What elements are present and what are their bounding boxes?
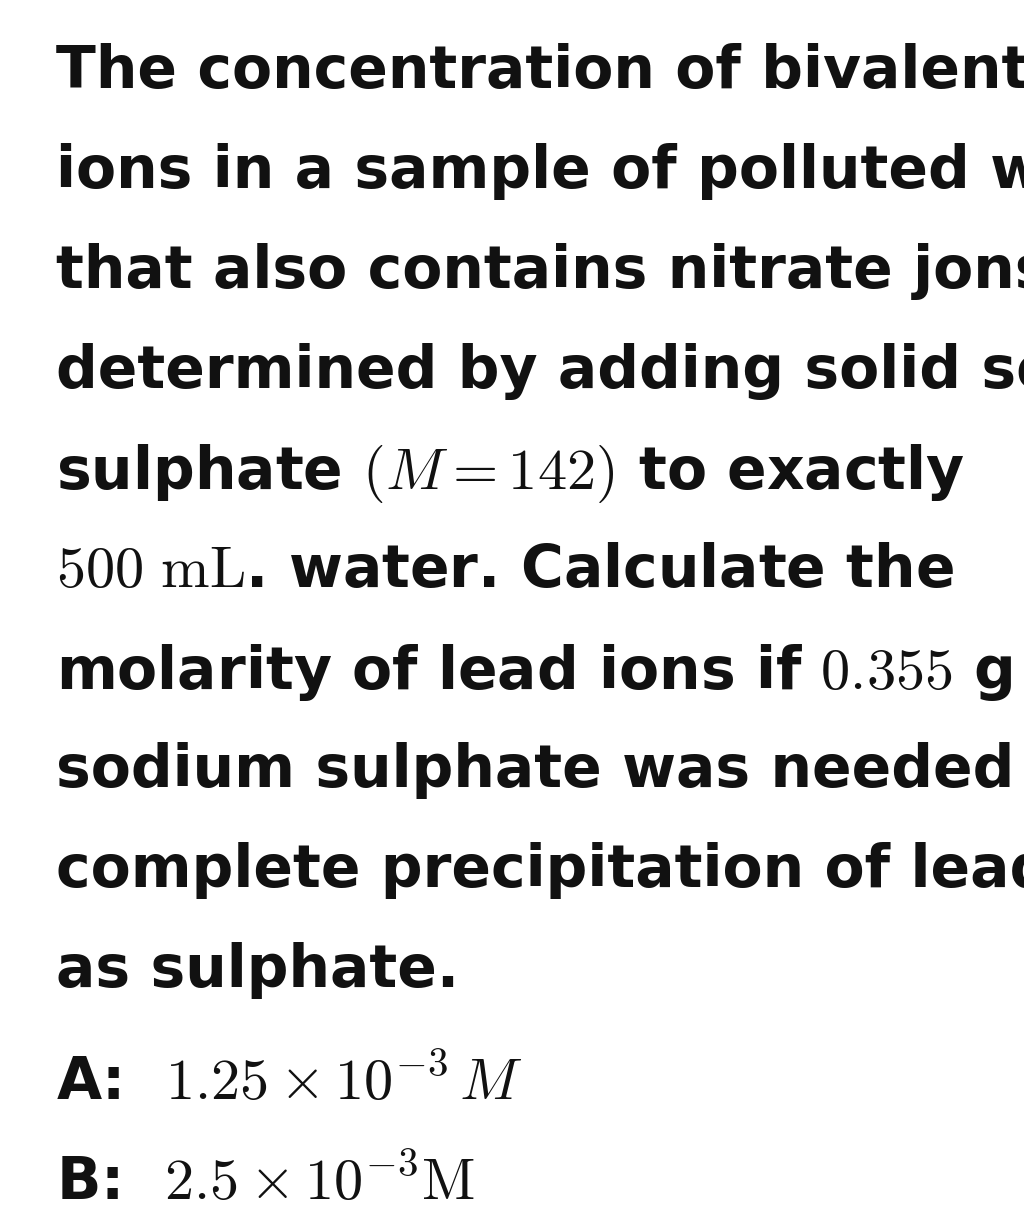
Text: as sulphate.: as sulphate. [56, 942, 460, 1000]
Text: A:  $1.25 \times 10^{-3}\,M$: A: $1.25 \times 10^{-3}\,M$ [56, 1054, 523, 1112]
Text: molarity of lead ions if $0.355$ g of: molarity of lead ions if $0.355$ g of [56, 642, 1024, 703]
Text: sulphate $(M = 142)$ to exactly: sulphate $(M = 142)$ to exactly [56, 442, 966, 505]
Text: sodium sulphate was needed for: sodium sulphate was needed for [56, 742, 1024, 800]
Text: that also contains nitrate jons is: that also contains nitrate jons is [56, 243, 1024, 300]
Text: determined by adding solid sodium: determined by adding solid sodium [56, 343, 1024, 400]
Text: ions in a sample of polluted water: ions in a sample of polluted water [56, 143, 1024, 200]
Text: $500~\mathrm{mL}$. water. Calculate the: $500~\mathrm{mL}$. water. Calculate the [56, 542, 954, 600]
Text: complete precipitation of lead ions: complete precipitation of lead ions [56, 842, 1024, 900]
Text: The concentration of bivalent lead: The concentration of bivalent lead [56, 43, 1024, 100]
Text: B:  $2.5 \times 10^{-3}\mathrm{M}$: B: $2.5 \times 10^{-3}\mathrm{M}$ [56, 1154, 475, 1212]
